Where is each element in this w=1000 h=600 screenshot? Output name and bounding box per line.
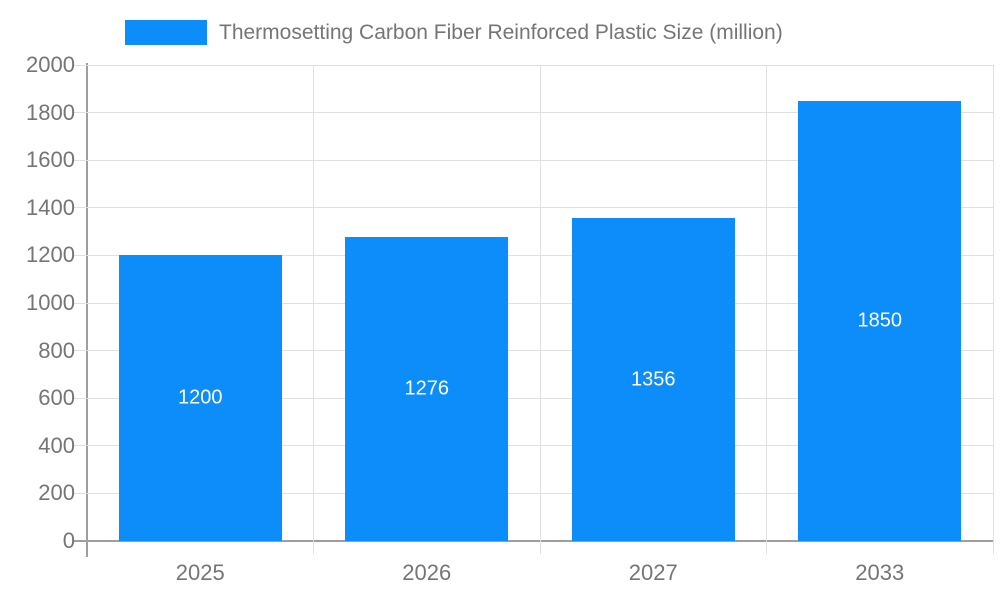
y-axis-tick-label: 400 bbox=[38, 432, 75, 458]
y-axis-tick bbox=[73, 302, 87, 304]
gridline-vertical bbox=[992, 65, 994, 541]
y-axis-tick-label: 1200 bbox=[26, 242, 75, 268]
gridline-vertical bbox=[539, 65, 541, 541]
gridline-vertical bbox=[313, 65, 314, 541]
bar[interactable]: 1276 bbox=[345, 237, 509, 541]
y-axis-tick bbox=[73, 254, 87, 256]
legend-swatch bbox=[125, 20, 207, 45]
y-axis-tick bbox=[73, 492, 87, 494]
y-axis-tick-label: 800 bbox=[38, 337, 75, 363]
legend[interactable]: Thermosetting Carbon Fiber Reinforced Pl… bbox=[125, 20, 783, 45]
bar-value-label: 1276 bbox=[404, 377, 450, 400]
gridline-vertical bbox=[766, 65, 767, 541]
y-axis-tick bbox=[73, 397, 87, 399]
y-axis-tick bbox=[73, 350, 87, 352]
y-axis-tick-label: 1000 bbox=[26, 290, 75, 315]
legend-label: Thermosetting Carbon Fiber Reinforced Pl… bbox=[219, 20, 783, 44]
x-axis-tick bbox=[539, 541, 541, 554]
x-axis-line bbox=[73, 540, 993, 542]
x-axis-tick-label: 2025 bbox=[175, 560, 225, 585]
x-axis-tick-label: 2026 bbox=[402, 560, 452, 585]
x-axis-tick bbox=[992, 541, 994, 554]
bar-value-label: 1356 bbox=[631, 368, 676, 391]
x-axis-tick-label: 2033 bbox=[855, 560, 905, 585]
y-axis-tick-label: 1800 bbox=[26, 99, 75, 125]
y-axis-tick bbox=[73, 445, 87, 447]
bar-value-label: 1850 bbox=[857, 309, 903, 332]
bar[interactable]: 1356 bbox=[571, 218, 735, 541]
y-axis-tick-label: 2000 bbox=[26, 52, 75, 77]
y-axis-tick bbox=[73, 112, 87, 114]
x-axis-tick bbox=[766, 541, 767, 554]
y-axis-tick-label: 200 bbox=[38, 480, 75, 506]
bar[interactable]: 1200 bbox=[118, 255, 282, 541]
y-axis-tick bbox=[73, 207, 87, 209]
y-axis-tick bbox=[73, 64, 87, 66]
x-axis-tick-label: 2027 bbox=[628, 560, 678, 585]
y-axis-line bbox=[86, 63, 88, 557]
y-axis-tick-label: 0 bbox=[62, 528, 75, 553]
bar[interactable]: 1850 bbox=[798, 100, 962, 541]
y-axis-tick-label: 1400 bbox=[26, 194, 75, 220]
y-axis-tick-label: 600 bbox=[38, 385, 75, 411]
bar-value-label: 1200 bbox=[178, 386, 223, 409]
y-axis-tick-label: 1600 bbox=[26, 147, 75, 173]
x-axis-tick bbox=[313, 541, 314, 554]
y-axis-tick bbox=[73, 159, 87, 161]
